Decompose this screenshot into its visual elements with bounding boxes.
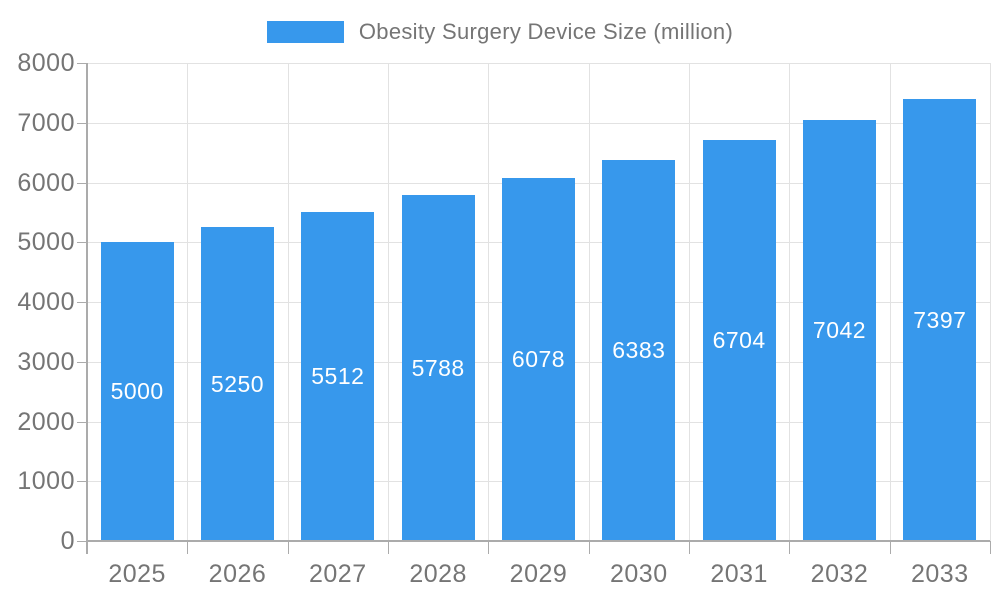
y-axis-label: 0 <box>60 527 75 555</box>
y-axis-label: 7000 <box>17 108 75 137</box>
y-axis-label: 6000 <box>17 168 75 197</box>
x-axis-label: 2027 <box>309 560 367 588</box>
gridline-vertical <box>689 63 690 541</box>
gridline-vertical <box>388 63 389 541</box>
y-axis-label: 3000 <box>17 347 75 376</box>
x-axis-tick <box>689 541 690 554</box>
bar-2026[interactable]: 5250 <box>201 227 274 541</box>
gridline-vertical <box>588 63 590 541</box>
bar-2032[interactable]: 7042 <box>803 120 876 541</box>
y-axis-label: 2000 <box>17 407 75 436</box>
y-axis-label: 1000 <box>17 467 75 496</box>
y-axis-tick <box>77 63 87 64</box>
x-axis-label: 2029 <box>509 560 568 588</box>
chart-legend[interactable]: Obesity Surgery Device Size (million) <box>0 19 1000 45</box>
x-axis-label: 2032 <box>810 560 869 588</box>
bar-value-label: 5788 <box>411 354 465 381</box>
x-axis-label: 2028 <box>409 560 467 588</box>
y-axis-tick <box>77 182 87 184</box>
bar-value-label: 6704 <box>712 327 766 354</box>
x-axis-tick <box>889 541 891 554</box>
x-axis-tick <box>488 541 490 554</box>
x-axis-tick <box>588 541 590 554</box>
y-axis-tick <box>77 302 87 303</box>
bar-2025[interactable]: 5000 <box>100 242 174 541</box>
x-axis-tick <box>187 541 189 554</box>
x-axis-tick <box>789 541 791 554</box>
bar-2029[interactable]: 6078 <box>502 177 575 541</box>
y-axis-tick <box>77 541 87 542</box>
x-axis-label: 2030 <box>610 560 668 588</box>
gridline-vertical <box>990 63 991 541</box>
bar-2031[interactable]: 6704 <box>702 140 776 541</box>
bar-value-label: 7397 <box>913 306 967 333</box>
y-axis-label: 8000 <box>17 49 75 77</box>
x-axis-label: 2033 <box>911 560 969 588</box>
gridline-vertical <box>889 63 891 541</box>
y-axis-tick <box>77 361 87 363</box>
bar-value-label: 7042 <box>812 317 867 344</box>
x-axis-label: 2031 <box>710 560 768 588</box>
bar-value-label: 6383 <box>612 336 666 363</box>
gridline-vertical <box>488 63 490 541</box>
y-axis-tick <box>77 481 87 483</box>
y-axis-label: 5000 <box>17 228 75 257</box>
bar-2028[interactable]: 5788 <box>401 195 475 541</box>
y-axis-label: 4000 <box>17 288 75 316</box>
x-axis-label: 2026 <box>208 560 267 588</box>
y-axis-tick <box>77 242 87 244</box>
bar-value-label: 5250 <box>210 370 265 397</box>
x-axis-tick <box>990 541 991 554</box>
bar-value-label: 5000 <box>110 378 164 405</box>
legend-swatch-icon <box>266 21 344 43</box>
gridline-vertical <box>287 63 289 541</box>
bar-2027[interactable]: 5512 <box>301 211 375 541</box>
gridline-horizontal <box>87 63 990 64</box>
x-axis-tick <box>388 541 389 554</box>
y-axis-tick <box>77 421 87 423</box>
x-axis-tick <box>287 541 289 554</box>
bar-value-label: 6078 <box>511 345 566 372</box>
bar-2030[interactable]: 6383 <box>602 159 676 541</box>
x-axis-label: 2025 <box>108 560 166 588</box>
x-axis-line <box>87 540 990 542</box>
gridline-vertical <box>187 63 189 541</box>
y-axis-line <box>86 63 88 554</box>
bar-2033[interactable]: 7397 <box>903 99 977 541</box>
y-axis-tick <box>77 122 87 124</box>
gridline-horizontal <box>87 122 990 124</box>
bar-value-label: 5512 <box>311 362 365 389</box>
legend-label: Obesity Surgery Device Size (million) <box>358 19 734 44</box>
gridline-vertical <box>789 63 791 541</box>
